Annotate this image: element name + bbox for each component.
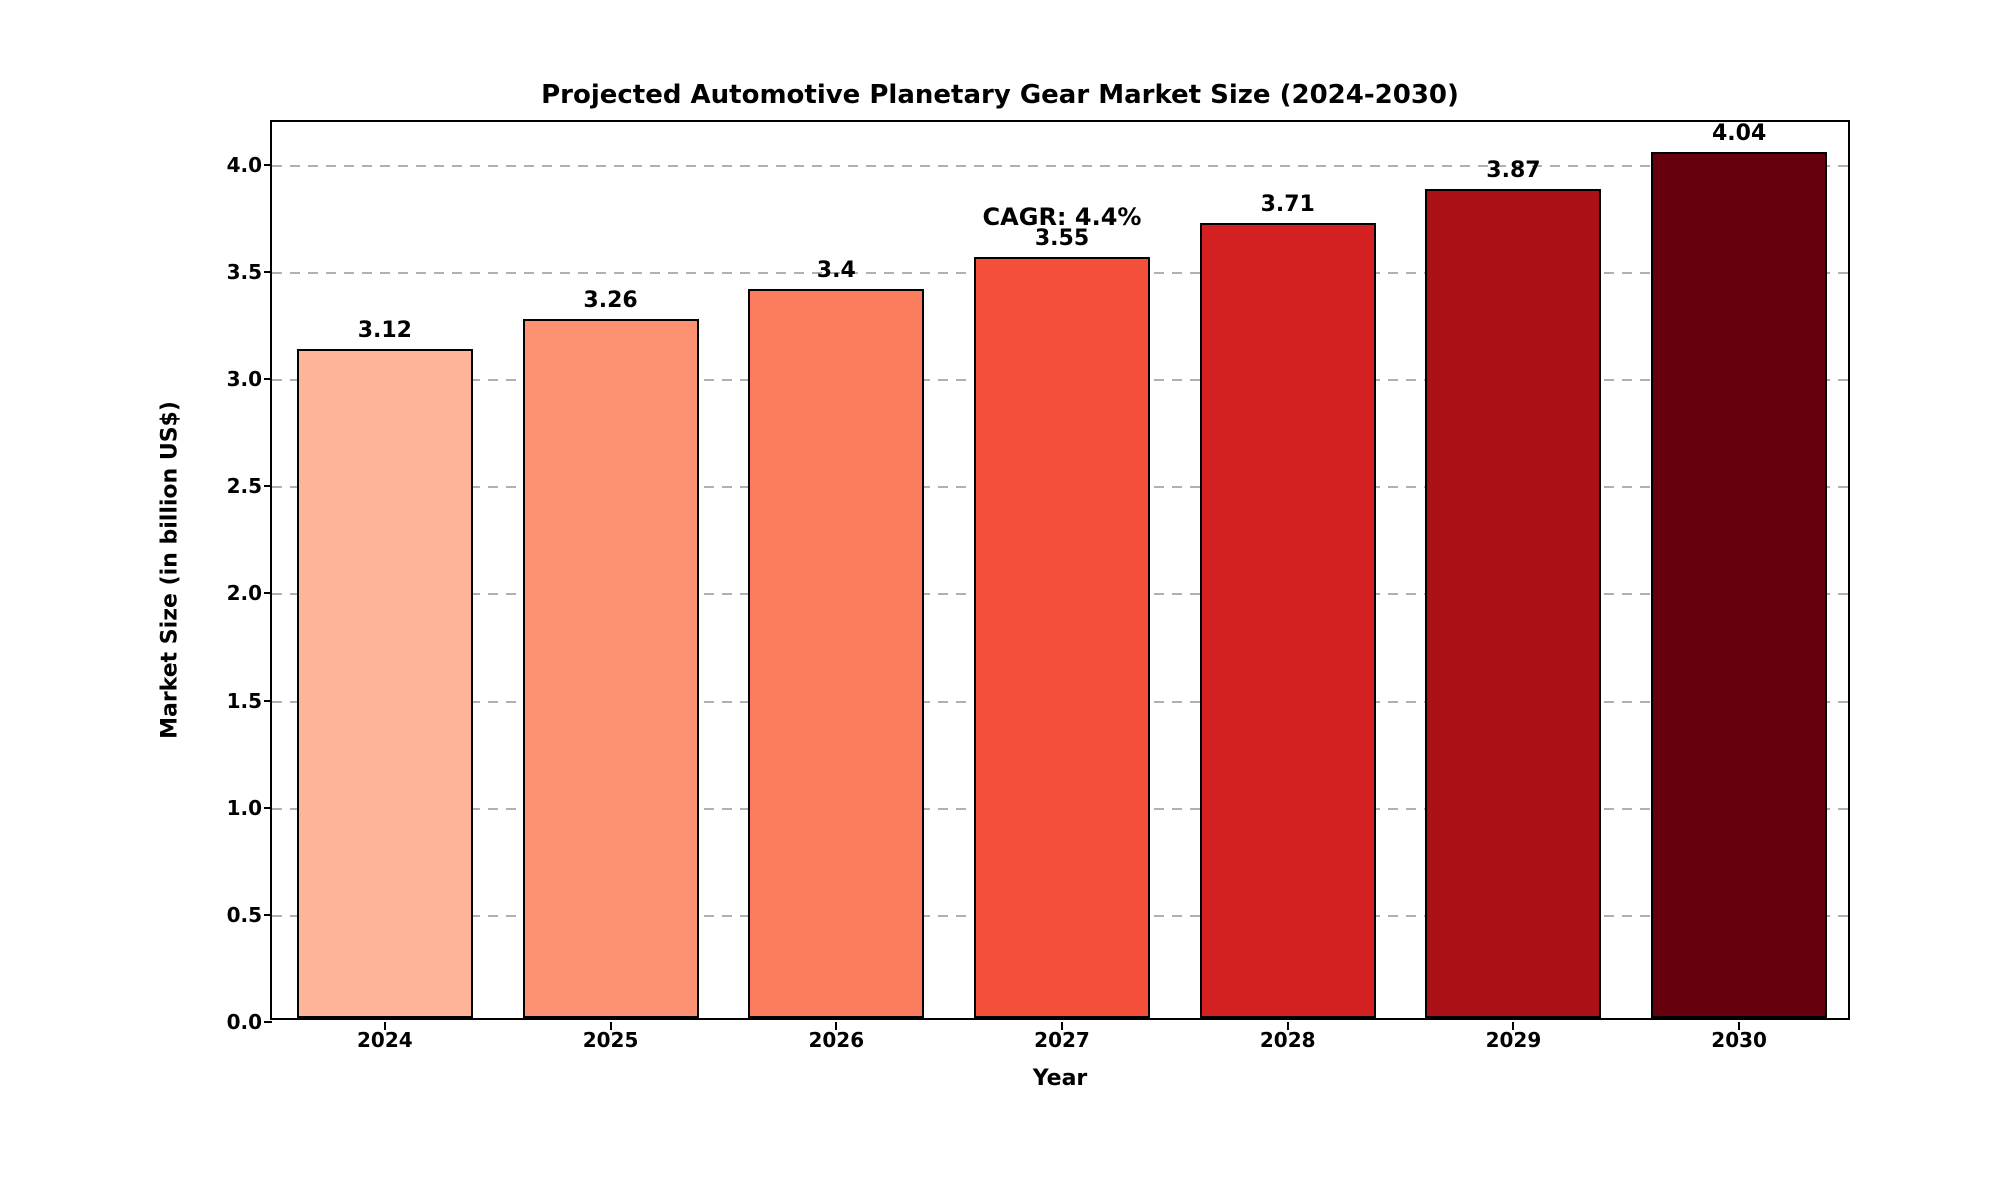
x-tick [1287, 1022, 1289, 1030]
bar-value-label: 3.87 [1486, 158, 1540, 183]
y-tick [264, 378, 272, 380]
gridline [272, 165, 1848, 167]
bar-value-label: 3.12 [358, 318, 412, 343]
bar-value-label: 3.4 [817, 258, 856, 283]
x-tick [610, 1022, 612, 1030]
bar-value-label: 4.04 [1712, 121, 1766, 146]
chart-container: Projected Automotive Planetary Gear Mark… [120, 70, 1880, 1130]
x-tick [835, 1022, 837, 1030]
y-tick [264, 485, 272, 487]
y-tick [264, 700, 272, 702]
y-tick [264, 1021, 272, 1023]
x-tick [1061, 1022, 1063, 1030]
y-tick [264, 807, 272, 809]
x-tick [1512, 1022, 1514, 1030]
y-tick [264, 271, 272, 273]
cagr-annotation: CAGR: 4.4% [983, 203, 1142, 231]
x-axis-label: Year [1033, 1066, 1088, 1091]
bar [1200, 223, 1376, 1018]
bar [523, 319, 699, 1018]
y-tick [264, 592, 272, 594]
x-tick [1738, 1022, 1740, 1030]
bar-value-label: 3.26 [583, 288, 637, 313]
y-axis-label: Market Size (in billion US$) [158, 401, 183, 739]
plot-area: 0.00.51.01.52.02.53.03.54.03.1220243.262… [270, 120, 1850, 1020]
bar [1651, 152, 1827, 1018]
bar-value-label: 3.71 [1261, 192, 1315, 217]
bar [974, 257, 1150, 1018]
x-tick [384, 1022, 386, 1030]
y-tick [264, 914, 272, 916]
y-tick [264, 164, 272, 166]
chart-title: Projected Automotive Planetary Gear Mark… [120, 80, 1880, 110]
bar [1425, 189, 1601, 1018]
bar [748, 289, 924, 1018]
bar [297, 349, 473, 1018]
